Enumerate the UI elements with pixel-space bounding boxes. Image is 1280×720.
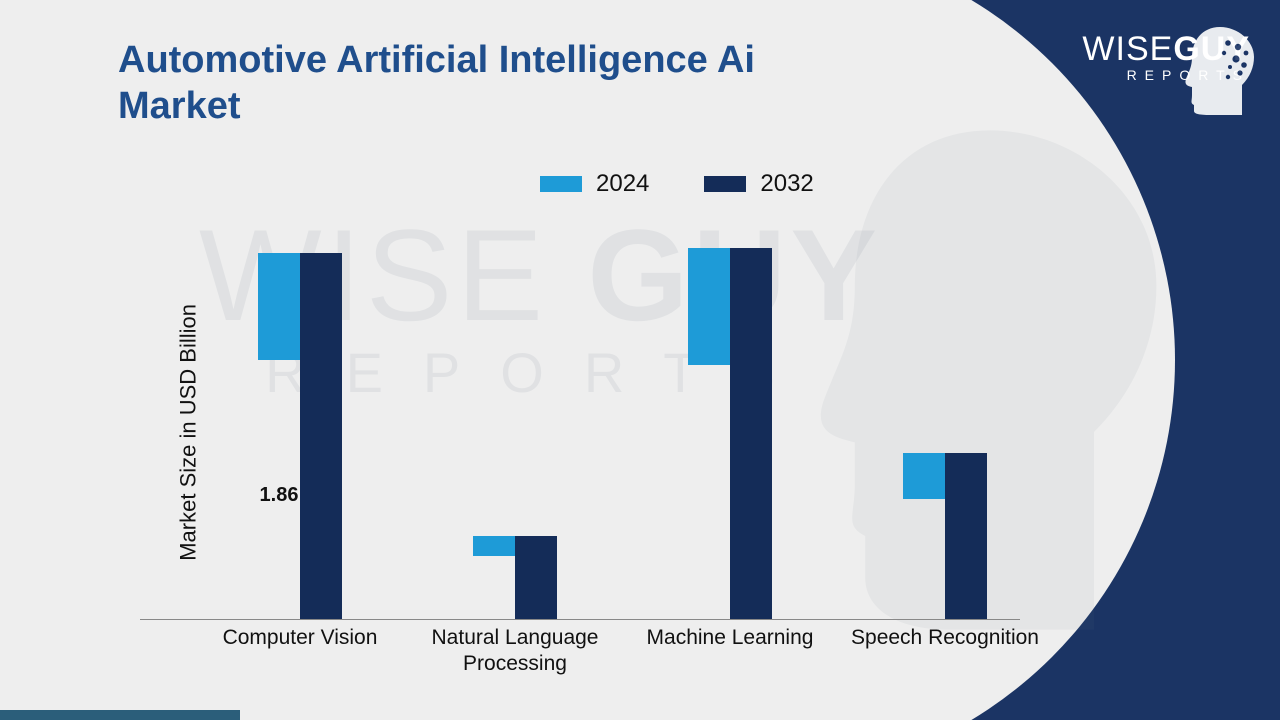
- x-axis-label: Computer Vision: [200, 625, 400, 651]
- plot-area: 1.86Computer VisionNatural Language Proc…: [140, 220, 1020, 620]
- legend-swatch-2032: [704, 176, 746, 192]
- bar: [688, 248, 730, 365]
- bar: [945, 453, 987, 619]
- bar: [258, 253, 300, 359]
- head-icon: [1180, 25, 1260, 115]
- x-axis-label: Speech Recognition: [845, 625, 1045, 651]
- legend-label-2032: 2032: [760, 170, 813, 198]
- page-root: WISEGUY REPORTS Automotive Artificial In…: [0, 0, 1280, 720]
- x-axis-label: Natural Language Processing: [415, 625, 615, 678]
- bar-group: [415, 536, 615, 619]
- bar-group: [200, 253, 400, 619]
- chart-title: Automotive Artificial Intelligence Ai Ma…: [118, 38, 758, 129]
- bar: [903, 453, 945, 499]
- bar: [300, 253, 342, 619]
- legend-item-2024: 2024: [540, 170, 649, 198]
- legend-swatch-2024: [540, 176, 582, 192]
- bar-group: [845, 453, 1045, 619]
- legend-label-2024: 2024: [596, 170, 649, 198]
- x-axis-label: Machine Learning: [630, 625, 830, 651]
- brand-logo: WISEGUY REPORTS: [990, 30, 1250, 83]
- legend: 2024 2032: [540, 170, 814, 198]
- bar-group: [630, 248, 830, 619]
- bar: [473, 536, 515, 556]
- chart-container: Market Size in USD Billion 2024 2032 1.8…: [60, 170, 1040, 700]
- logo-text-light: WISE: [1082, 30, 1173, 68]
- bar: [515, 536, 557, 619]
- legend-item-2032: 2032: [704, 170, 813, 198]
- bar: [730, 248, 772, 619]
- bottom-accent-bar: [0, 710, 240, 720]
